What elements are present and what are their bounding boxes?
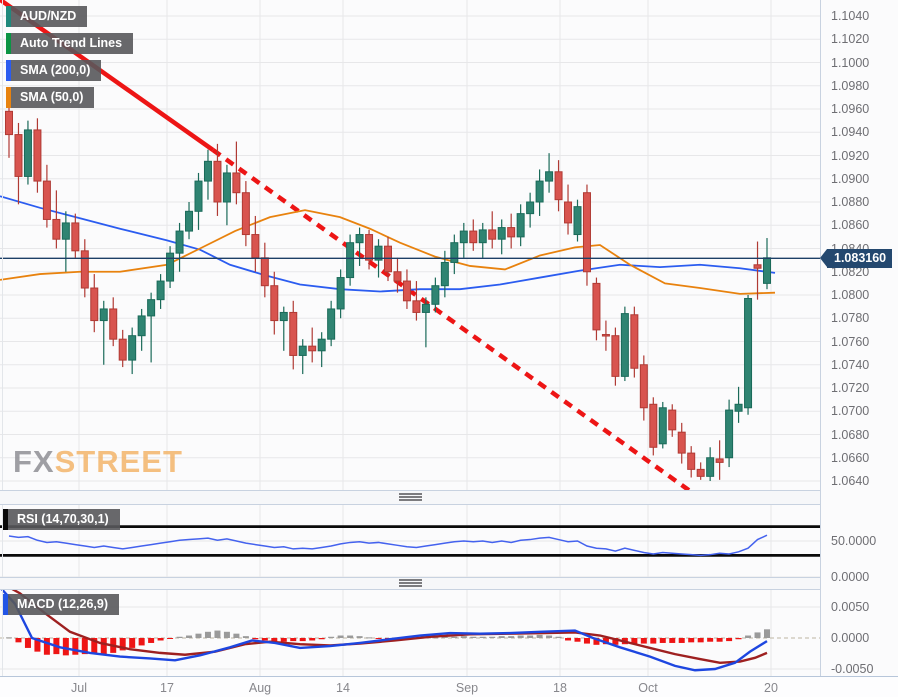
time-axis-label: Jul: [71, 681, 87, 695]
trendlines-label: Auto Trend Lines: [20, 36, 123, 50]
chart-left-border: [2, 0, 3, 676]
price-axis-tick: 1.0740: [831, 357, 870, 372]
price-axis-tick: 1.0900: [831, 171, 870, 186]
legend-symbol-chip[interactable]: AUD/NZD: [6, 6, 88, 27]
time-axis-label: 17: [160, 681, 174, 695]
price-axis-tick: 1.1000: [831, 55, 870, 70]
price-axis-tick: 1.0880: [831, 195, 870, 209]
price-chart-canvas[interactable]: [0, 0, 822, 490]
time-axis-label: 14: [336, 681, 350, 695]
rsi-axis-tick: 50.0000: [831, 534, 877, 548]
macd-pane-canvas[interactable]: [0, 590, 822, 676]
macd-axis-tick: 0.0000: [831, 631, 870, 645]
price-axis-tick: 1.0640: [831, 474, 870, 488]
time-axis-label: Oct: [638, 681, 658, 695]
price-axis-tick: 1.1040: [831, 9, 870, 23]
price-axis-tick: 1.0800: [831, 288, 870, 302]
price-axis-tick: 1.0680: [831, 427, 870, 442]
price-axis-tick: 1.0820: [831, 264, 870, 279]
sma50-label: SMA (50,0): [20, 90, 84, 104]
macd-color-bar: [3, 594, 8, 615]
price-axis-tick: 1.0860: [831, 218, 870, 233]
trendlines-color-bar: [6, 33, 11, 54]
price-axis-tick: 1.0760: [831, 334, 870, 349]
rsi-indicator-chip[interactable]: RSI (14,70,30,1): [3, 509, 120, 530]
price-axis-tick: 1.0660: [831, 450, 870, 465]
rsi-axis-tick: 0.0000: [831, 570, 870, 584]
rsi-label: RSI (14,70,30,1): [17, 512, 109, 526]
time-axis-label: Aug: [248, 681, 272, 695]
time-axis-strip: [0, 676, 898, 697]
legend-trendlines-chip[interactable]: Auto Trend Lines: [6, 33, 134, 54]
legend-sma200-chip[interactable]: SMA (200,0): [6, 60, 102, 81]
macd-axis-tick: -0.0050: [831, 662, 874, 676]
price-axis-tick: 1.0940: [831, 125, 870, 140]
legend-sma50-chip[interactable]: SMA (50,0): [6, 87, 95, 108]
time-axis-label: 18: [553, 681, 567, 695]
fxstreet-watermark: FXSTREET: [13, 444, 183, 479]
price-axis-tick: 1.0700: [831, 404, 870, 419]
macd-label: MACD (12,26,9): [17, 597, 108, 611]
macd-axis-tick: 0.0050: [831, 600, 870, 614]
price-axis-tick: 1.1020: [831, 32, 870, 47]
time-axis-label: 20: [764, 681, 778, 695]
price-axis-tick: 1.0780: [831, 311, 870, 326]
price-axis-tick: 1.0920: [831, 148, 870, 163]
pane-resize-handle-icon[interactable]: [399, 493, 422, 501]
price-axis-tick: 1.0980: [831, 78, 870, 93]
sma200-color-bar: [6, 60, 11, 81]
pane-resize-handle-icon[interactable]: [399, 579, 422, 587]
last-price-tag: 1.083160: [819, 248, 893, 268]
sma50-color-bar: [6, 87, 11, 108]
price-axis-border: [820, 0, 821, 676]
sma200-label: SMA (200,0): [20, 63, 91, 77]
symbol-label: AUD/NZD: [20, 9, 77, 23]
symbol-color-bar: [6, 6, 11, 27]
price-axis-tick: 1.0720: [831, 381, 870, 395]
time-axis-label: Sep: [455, 681, 479, 695]
rsi-color-bar: [3, 509, 8, 530]
price-axis-tick: 1.0960: [831, 102, 870, 116]
macd-indicator-chip[interactable]: MACD (12,26,9): [3, 594, 119, 615]
rsi-pane-canvas[interactable]: [0, 505, 822, 577]
